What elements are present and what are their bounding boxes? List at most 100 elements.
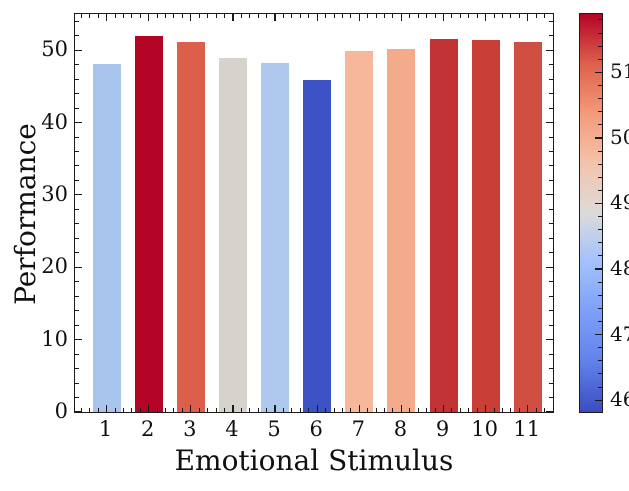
x-minor-tick bbox=[535, 14, 537, 18]
colorbar-tick-label: 50 bbox=[610, 124, 629, 149]
x-minor-tick bbox=[510, 408, 512, 412]
y-minor-tick bbox=[549, 353, 553, 355]
y-minor-tick bbox=[549, 179, 553, 181]
x-minor-tick bbox=[198, 14, 200, 18]
colorbar-minor-tick bbox=[598, 124, 602, 126]
colorbar-minor-tick bbox=[598, 58, 602, 60]
x-minor-tick bbox=[350, 408, 352, 412]
y-minor-tick bbox=[549, 295, 553, 297]
x-minor-tick bbox=[181, 14, 183, 18]
x-major-tick bbox=[316, 14, 318, 21]
colorbar-minor-tick bbox=[598, 242, 602, 244]
x-minor-tick bbox=[240, 408, 242, 412]
x-minor-tick bbox=[308, 408, 310, 412]
x-minor-tick bbox=[224, 14, 225, 18]
y-minor-tick bbox=[75, 324, 79, 326]
colorbar-minor-tick bbox=[598, 176, 602, 178]
y-minor-tick bbox=[549, 20, 553, 22]
y-major-tick bbox=[546, 339, 553, 341]
y-tick-label: 10 bbox=[41, 326, 68, 351]
x-tick-label: 1 bbox=[98, 417, 113, 441]
y-tick-label: 40 bbox=[41, 109, 68, 134]
x-minor-tick bbox=[207, 408, 209, 412]
y-major-tick bbox=[75, 411, 82, 413]
y-minor-tick bbox=[549, 368, 553, 370]
colorbar-minor-tick bbox=[598, 19, 602, 21]
y-minor-tick bbox=[75, 353, 79, 355]
bar-stimulus-5 bbox=[261, 63, 290, 412]
x-minor-tick bbox=[341, 14, 343, 18]
x-minor-tick bbox=[417, 408, 419, 412]
x-minor-tick bbox=[468, 14, 470, 18]
colorbar-tick-label: 51 bbox=[610, 59, 629, 84]
x-minor-tick bbox=[325, 408, 327, 412]
x-minor-tick bbox=[493, 14, 495, 18]
x-minor-tick bbox=[341, 408, 343, 412]
x-minor-tick bbox=[89, 14, 91, 18]
x-major-tick bbox=[400, 405, 402, 412]
x-minor-tick bbox=[215, 14, 217, 18]
x-minor-tick bbox=[367, 14, 369, 18]
y-major-tick bbox=[75, 266, 82, 268]
x-minor-tick bbox=[333, 14, 335, 18]
x-minor-tick bbox=[426, 14, 428, 18]
y-minor-tick bbox=[549, 78, 553, 80]
bar-stimulus-1 bbox=[92, 63, 121, 412]
y-minor-tick bbox=[549, 223, 553, 225]
y-minor-tick bbox=[75, 78, 79, 80]
colorbar-minor-tick bbox=[598, 307, 602, 309]
plot-inner bbox=[75, 14, 553, 413]
y-major-tick bbox=[75, 339, 82, 341]
x-minor-tick bbox=[434, 14, 436, 18]
x-minor-tick bbox=[97, 408, 99, 412]
colorbar-major-tick bbox=[595, 268, 602, 270]
y-major-tick bbox=[75, 49, 82, 51]
y-minor-tick bbox=[549, 310, 553, 312]
x-major-tick bbox=[190, 405, 192, 412]
x-minor-tick bbox=[257, 14, 259, 18]
colorbar-minor-tick bbox=[598, 321, 602, 323]
x-minor-tick bbox=[544, 14, 546, 18]
y-minor-tick bbox=[75, 281, 79, 283]
x-major-tick bbox=[527, 14, 529, 21]
y-minor-tick bbox=[75, 107, 79, 109]
y-minor-tick bbox=[75, 397, 79, 399]
x-minor-tick bbox=[409, 14, 411, 18]
x-minor-tick bbox=[426, 408, 428, 412]
bar-stimulus-7 bbox=[345, 50, 374, 412]
y-major-tick bbox=[75, 121, 82, 124]
colorbar-minor-tick bbox=[598, 163, 602, 165]
x-tick-label: 8 bbox=[393, 417, 408, 441]
x-minor-tick bbox=[266, 14, 268, 18]
y-minor-tick bbox=[75, 368, 79, 370]
x-tick-label: 4 bbox=[225, 417, 239, 441]
colorbar-minor-tick bbox=[598, 98, 602, 100]
x-minor-tick bbox=[215, 408, 217, 412]
x-minor-tick bbox=[510, 14, 512, 18]
x-minor-tick bbox=[333, 408, 335, 412]
x-major-tick bbox=[527, 405, 529, 412]
x-minor-tick bbox=[291, 14, 293, 18]
y-tick-label: 50 bbox=[41, 37, 68, 62]
x-minor-tick bbox=[282, 14, 284, 18]
x-minor-tick bbox=[266, 408, 268, 412]
x-tick-label: 7 bbox=[351, 417, 365, 441]
y-minor-tick bbox=[75, 179, 79, 181]
x-minor-tick bbox=[535, 408, 537, 412]
bar-stimulus-6 bbox=[303, 79, 332, 412]
bar-stimulus-11 bbox=[513, 41, 542, 412]
colorbar-major-tick bbox=[595, 71, 602, 73]
colorbar-minor-tick bbox=[598, 360, 602, 362]
y-tick-label: 20 bbox=[41, 254, 68, 279]
colorbar-minor-tick bbox=[598, 347, 602, 349]
colorbar-tick-label: 49 bbox=[610, 190, 629, 215]
x-tick-label: 10 bbox=[471, 417, 498, 441]
y-tick-label: 0 bbox=[54, 399, 68, 423]
y-minor-tick bbox=[75, 237, 79, 239]
colorbar-minor-tick bbox=[598, 373, 602, 375]
y-minor-tick bbox=[75, 136, 79, 138]
x-minor-tick bbox=[131, 408, 133, 412]
colorbar-minor-tick bbox=[598, 150, 602, 152]
x-minor-tick bbox=[501, 408, 503, 412]
